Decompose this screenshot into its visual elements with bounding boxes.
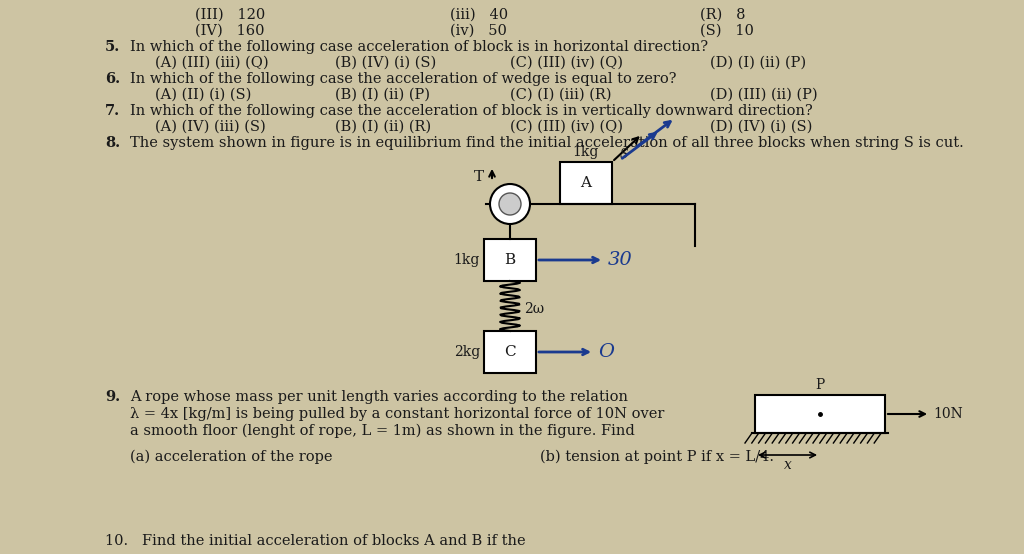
Text: (B) (IV) (i) (S): (B) (IV) (i) (S) <box>335 56 436 70</box>
Text: In which of the following case the acceleration of wedge is equal to zero?: In which of the following case the accel… <box>130 72 677 86</box>
Text: C: C <box>504 345 516 359</box>
Text: 5.: 5. <box>105 40 120 54</box>
Text: 1kg: 1kg <box>572 145 599 159</box>
Text: (A) (IV) (iii) (S): (A) (IV) (iii) (S) <box>155 120 266 134</box>
Text: a smooth floor (lenght of rope, L = 1m) as shown in the figure. Find: a smooth floor (lenght of rope, L = 1m) … <box>130 424 635 438</box>
Bar <box>484 331 536 373</box>
Text: (C) (I) (iii) (R): (C) (I) (iii) (R) <box>510 88 611 102</box>
Text: 9.: 9. <box>105 390 120 404</box>
Text: 10N: 10N <box>933 407 963 421</box>
Text: 1kg: 1kg <box>454 253 480 267</box>
Text: 7.: 7. <box>105 104 120 118</box>
Bar <box>484 239 536 281</box>
Text: (D) (III) (ii) (P): (D) (III) (ii) (P) <box>710 88 817 102</box>
Text: T: T <box>474 170 484 184</box>
Text: (A) (III) (iii) (Q): (A) (III) (iii) (Q) <box>155 56 268 70</box>
Text: A: A <box>581 176 592 190</box>
Text: (R)   8: (R) 8 <box>700 8 745 22</box>
Text: 30: 30 <box>608 251 633 269</box>
Text: (III)   120: (III) 120 <box>195 8 265 22</box>
Text: (a) acceleration of the rope: (a) acceleration of the rope <box>130 450 333 464</box>
Text: λ = 4x [kg/m] is being pulled by a constant horizontal force of 10N over: λ = 4x [kg/m] is being pulled by a const… <box>130 407 665 421</box>
Text: (D) (IV) (i) (S): (D) (IV) (i) (S) <box>710 120 812 134</box>
Text: (B) (I) (ii) (P): (B) (I) (ii) (P) <box>335 88 430 102</box>
Text: B: B <box>505 253 515 267</box>
Text: 6.: 6. <box>105 72 120 86</box>
Text: (b) tension at point P if x = L/4.: (b) tension at point P if x = L/4. <box>540 450 774 464</box>
Text: x: x <box>783 458 792 472</box>
Text: In which of the following case the acceleration of block is in vertically downwa: In which of the following case the accel… <box>130 104 813 118</box>
Text: In which of the following case acceleration of block is in horizontal direction?: In which of the following case accelerat… <box>130 40 709 54</box>
Text: O: O <box>598 343 614 361</box>
Text: (B) (I) (ii) (R): (B) (I) (ii) (R) <box>335 120 431 134</box>
Text: P: P <box>815 378 824 392</box>
Text: (C) (III) (iv) (Q): (C) (III) (iv) (Q) <box>510 120 623 134</box>
Circle shape <box>490 184 530 224</box>
Circle shape <box>499 193 521 215</box>
Text: 8.: 8. <box>105 136 120 150</box>
Text: (IV)   160: (IV) 160 <box>195 24 264 38</box>
Text: S: S <box>620 148 629 161</box>
Text: (C) (III) (iv) (Q): (C) (III) (iv) (Q) <box>510 56 623 70</box>
Bar <box>560 162 612 204</box>
Text: 2kg: 2kg <box>454 345 480 359</box>
Text: A rope whose mass per unit length varies according to the relation: A rope whose mass per unit length varies… <box>130 390 628 404</box>
Text: (A) (II) (i) (S): (A) (II) (i) (S) <box>155 88 251 102</box>
Text: 10.   Find the initial acceleration of blocks A and B if the: 10. Find the initial acceleration of blo… <box>105 534 525 548</box>
Text: (iii)   40: (iii) 40 <box>450 8 508 22</box>
Text: The system shown in figure is in equilibrium find the initial acceleration of al: The system shown in figure is in equilib… <box>130 136 964 150</box>
Text: (D) (I) (ii) (P): (D) (I) (ii) (P) <box>710 56 806 70</box>
Text: (iv)   50: (iv) 50 <box>450 24 507 38</box>
Text: 2ω: 2ω <box>524 302 544 316</box>
Bar <box>755 395 885 433</box>
Text: (S)   10: (S) 10 <box>700 24 754 38</box>
